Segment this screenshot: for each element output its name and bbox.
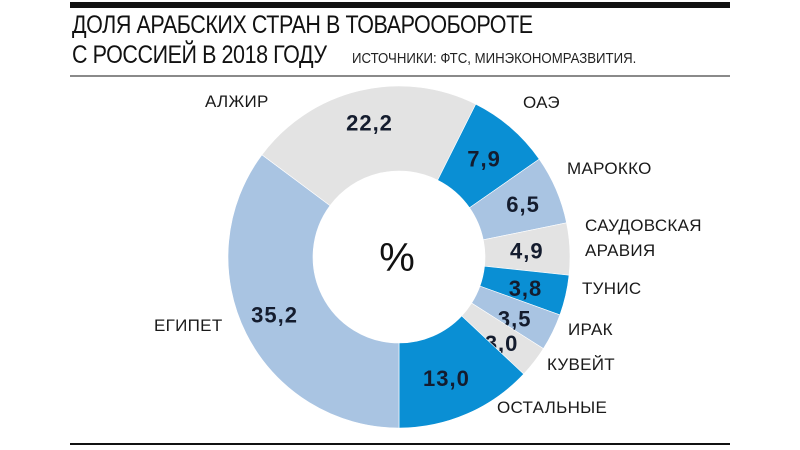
category-label: САУДОВСКАЯ bbox=[585, 216, 702, 235]
category-label: ОСТАЛЬНЫЕ bbox=[497, 398, 608, 417]
bottom-rule bbox=[70, 443, 730, 445]
slice-value-label: 3,8 bbox=[509, 276, 543, 301]
slice-value-label: 6,5 bbox=[506, 192, 540, 217]
category-label: КУВЕЙТ bbox=[547, 355, 615, 374]
category-label: ЕГИПЕТ bbox=[154, 316, 223, 335]
slice-value-label: 35,2 bbox=[251, 302, 298, 327]
title-divider bbox=[70, 75, 730, 77]
slice-value-label: 22,2 bbox=[346, 110, 393, 135]
slice-8 bbox=[261, 85, 477, 206]
slice-value-label: 7,9 bbox=[467, 147, 501, 172]
chart-title: ДОЛЯ АРАБСКИХ СТРАН В ТОВАРООБОРОТЕ С РО… bbox=[72, 10, 533, 70]
category-label: АРАВИЯ bbox=[585, 241, 656, 260]
slice-value-label: 13,0 bbox=[423, 366, 470, 391]
category-label: ТУНИС bbox=[582, 279, 642, 298]
category-label: ИРАК bbox=[568, 320, 613, 339]
category-label: МАРОККО bbox=[567, 159, 652, 178]
top-rule bbox=[70, 2, 730, 8]
center-percent-label: % bbox=[379, 236, 415, 280]
category-label: ОАЭ bbox=[523, 93, 560, 112]
slice-7 bbox=[227, 154, 400, 429]
slice-value-label: 4,9 bbox=[510, 238, 544, 263]
source-note: ИСТОЧНИКИ: ФТС, МИНЭКОНОМРАЗВИТИЯ. bbox=[352, 50, 637, 67]
title-line-1: ДОЛЯ АРАБСКИХ СТРАН В ТОВАРООБОРОТЕ bbox=[72, 11, 533, 39]
category-label: АЛЖИР bbox=[205, 92, 269, 111]
title-line-2: С РОССИЕЙ В 2018 ГОДУ bbox=[72, 41, 327, 69]
